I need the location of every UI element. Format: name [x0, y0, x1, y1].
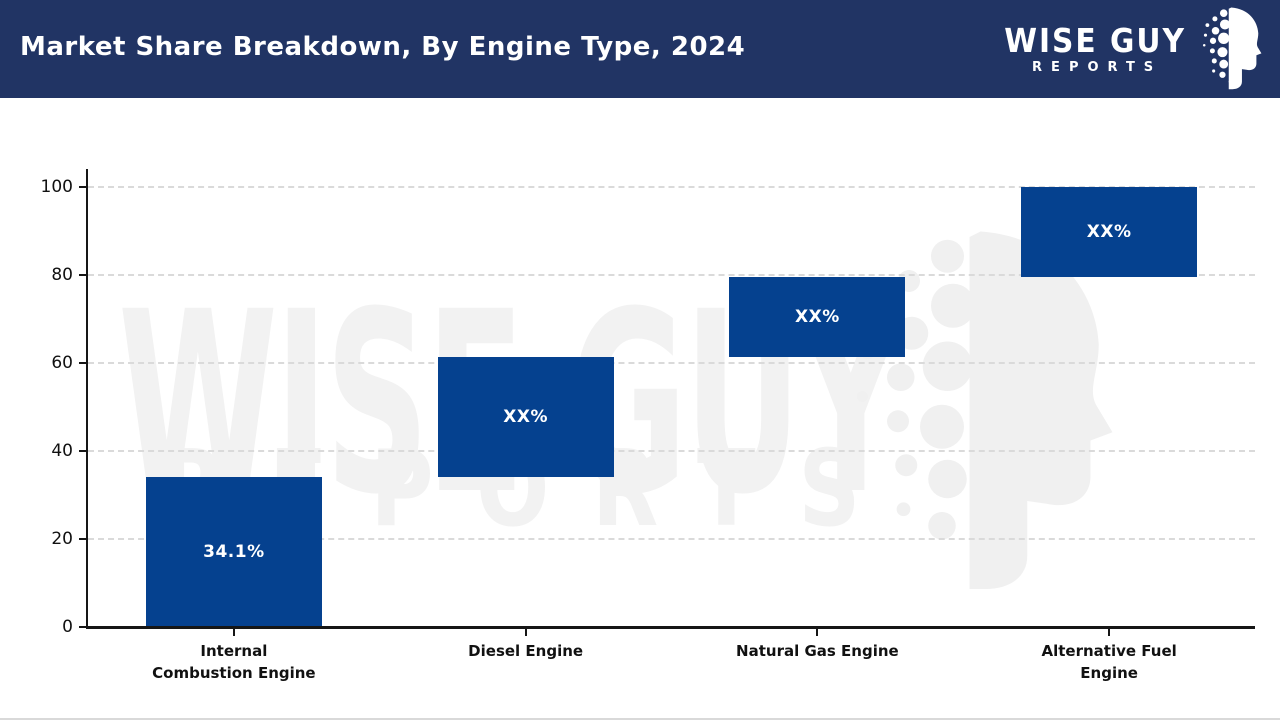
bar: 34.1% [145, 476, 322, 627]
y-gridline [88, 538, 1255, 540]
x-category-label: Natural Gas Engine [736, 642, 899, 660]
y-tick [79, 626, 88, 628]
y-tick [79, 362, 88, 364]
logo-wordmark: WISE GUY [1004, 21, 1186, 60]
wiseguy-logo-text: WISE GUY REPORTS [1004, 24, 1186, 74]
x-category-label: Alternative Fuel Engine [1041, 642, 1177, 682]
y-gridline [88, 450, 1255, 452]
wiseguy-head-icon [1188, 5, 1272, 93]
x-axis [86, 626, 1255, 629]
x-category-label: Diesel Engine [468, 642, 584, 660]
y-tick-label: 20 [51, 529, 73, 549]
bar-value-label: XX% [1086, 222, 1132, 243]
bar-value-label: XX% [795, 307, 840, 327]
page-header: Market Share Breakdown, By Engine Type, … [0, 0, 1280, 98]
y-axis [86, 169, 88, 629]
y-gridline [88, 362, 1255, 364]
y-gridline [88, 186, 1255, 188]
y-tick-label: 80 [51, 265, 73, 285]
bar-value-label: XX% [503, 406, 548, 427]
chart-title: Market Share Breakdown, By Engine Type, … [20, 32, 746, 62]
y-tick-label: 0 [62, 617, 73, 637]
bar-value-label: 34.1% [203, 541, 265, 562]
x-category-label: Internal Combustion Engine [152, 642, 316, 682]
x-tick [1108, 629, 1111, 636]
y-tick [79, 538, 88, 540]
x-tick [524, 629, 527, 636]
bar: XX% [437, 356, 614, 477]
bar: XX% [729, 277, 906, 357]
y-tick-label: 100 [40, 177, 73, 197]
logo-subtitle: REPORTS [1032, 60, 1163, 75]
y-gridline [88, 274, 1255, 276]
x-tick [232, 629, 235, 636]
y-tick [79, 450, 88, 452]
y-tick-label: 60 [51, 353, 73, 373]
wiseguy-logo: WISE GUY REPORTS [1004, 5, 1272, 93]
chart-canvas: WISE GUY REPORTS 0 20 40 60 80 100 34.1% Intern… [0, 98, 1280, 718]
y-tick-label: 40 [51, 441, 73, 461]
y-tick [79, 274, 88, 276]
x-tick [816, 629, 819, 636]
bar: XX% [1021, 187, 1198, 278]
y-tick [79, 186, 88, 188]
